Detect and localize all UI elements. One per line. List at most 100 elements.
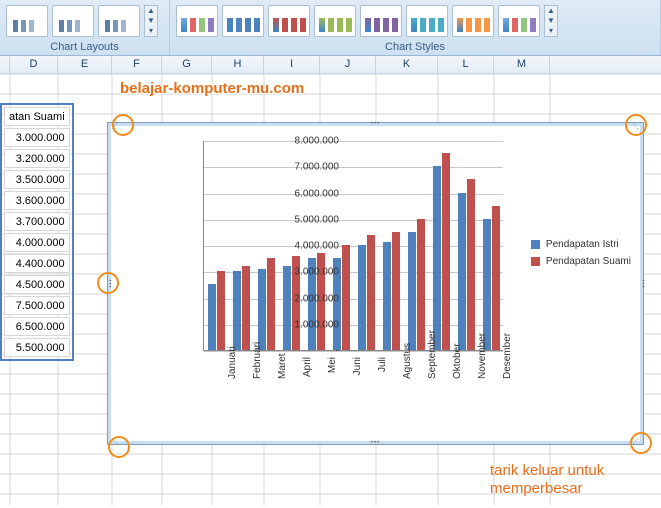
column-header[interactable]: L bbox=[438, 56, 494, 73]
bar bbox=[242, 266, 250, 350]
x-tick-label: Februari bbox=[252, 357, 263, 379]
x-tick-label: Oktober bbox=[452, 357, 463, 379]
embedded-chart[interactable]: Pendapatan Istri Pendapatan Suami ••• ••… bbox=[107, 122, 644, 445]
data-cell[interactable]: 4.500.000 bbox=[4, 275, 70, 294]
legend-item: Pendapatan Suami bbox=[531, 256, 631, 267]
data-cell[interactable]: 5.500.000 bbox=[4, 338, 70, 357]
bar bbox=[358, 245, 366, 350]
column-header[interactable]: K bbox=[376, 56, 438, 73]
y-tick-label: 7.000.000 bbox=[269, 162, 339, 173]
column-header[interactable]: J bbox=[320, 56, 376, 73]
bar bbox=[433, 166, 441, 350]
bar bbox=[258, 269, 266, 350]
y-tick-label: 1.000.000 bbox=[269, 319, 339, 330]
data-cell[interactable]: 3.600.000 bbox=[4, 191, 70, 210]
y-tick-label: 5.000.000 bbox=[269, 214, 339, 225]
grid-area[interactable]: belajar-komputer-mu.com atan Suami 3.000… bbox=[0, 74, 661, 505]
layout-thumb[interactable] bbox=[98, 5, 140, 37]
style-thumb[interactable] bbox=[222, 5, 264, 37]
layout-thumb[interactable] bbox=[6, 5, 48, 37]
column-header[interactable]: M bbox=[494, 56, 550, 73]
data-cell[interactable]: 3.000.000 bbox=[4, 128, 70, 147]
column-header[interactable]: I bbox=[264, 56, 320, 73]
x-tick-label: Desember bbox=[502, 357, 513, 379]
style-thumb[interactable] bbox=[268, 5, 310, 37]
style-thumb[interactable] bbox=[406, 5, 448, 37]
ribbon-label-styles: Chart Styles bbox=[176, 39, 654, 54]
data-cell[interactable]: 3.700.000 bbox=[4, 212, 70, 231]
style-thumb[interactable] bbox=[314, 5, 356, 37]
bar bbox=[217, 271, 225, 350]
ribbon: ▲▼▾ Chart Layouts ▲▼▾ Chart Styles bbox=[0, 0, 661, 56]
x-tick-label: Mei bbox=[327, 357, 338, 379]
data-cell[interactable]: 3.200.000 bbox=[4, 149, 70, 168]
styles-scroll[interactable]: ▲▼▾ bbox=[544, 5, 558, 37]
annotation-circle bbox=[630, 432, 652, 454]
annotation-text: tarik keluar untuk memperbesar bbox=[490, 462, 604, 498]
bar bbox=[408, 232, 416, 350]
resize-handle-bottom[interactable]: ••• bbox=[371, 440, 381, 446]
resize-handle-top[interactable]: ••• bbox=[371, 121, 381, 127]
ribbon-group-chart-styles: ▲▼▾ Chart Styles bbox=[170, 0, 661, 55]
chart-styles-gallery[interactable]: ▲▼▾ bbox=[176, 3, 654, 39]
y-tick-label: 4.000.000 bbox=[269, 241, 339, 252]
data-cell[interactable]: 4.000.000 bbox=[4, 233, 70, 252]
data-cell[interactable]: 7.500.000 bbox=[4, 296, 70, 315]
bar bbox=[392, 232, 400, 350]
style-thumb[interactable] bbox=[452, 5, 494, 37]
annotation-circle bbox=[108, 436, 130, 458]
bar bbox=[492, 206, 500, 350]
legend-label: Pendapatan Istri bbox=[546, 239, 619, 250]
bar bbox=[483, 219, 491, 350]
layouts-scroll[interactable]: ▲▼▾ bbox=[144, 5, 158, 37]
x-tick-label: September bbox=[427, 357, 438, 379]
column-header[interactable]: G bbox=[162, 56, 212, 73]
layout-thumb[interactable] bbox=[52, 5, 94, 37]
annotation-circle bbox=[97, 272, 119, 294]
style-thumb[interactable] bbox=[360, 5, 402, 37]
column-header[interactable] bbox=[0, 56, 10, 73]
bar bbox=[458, 193, 466, 351]
column-header[interactable]: D bbox=[10, 56, 58, 73]
resize-handle-right[interactable]: ••• bbox=[639, 279, 645, 289]
chart-layouts-gallery[interactable]: ▲▼▾ bbox=[6, 3, 163, 39]
worksheet[interactable]: DEFGHIJKLM belajar-komputer-mu.com atan … bbox=[0, 56, 661, 505]
bar bbox=[283, 266, 291, 350]
legend-item: Pendapatan Istri bbox=[531, 239, 631, 250]
header-cell[interactable]: atan Suami bbox=[4, 107, 70, 126]
y-tick-label: 8.000.000 bbox=[269, 136, 339, 147]
style-thumb[interactable] bbox=[176, 5, 218, 37]
x-tick-label: Juni bbox=[352, 357, 363, 379]
column-header[interactable]: H bbox=[212, 56, 264, 73]
selected-range[interactable]: atan Suami 3.000.000 3.200.000 3.500.000 3.… bbox=[0, 103, 74, 361]
bar bbox=[442, 153, 450, 350]
bar bbox=[342, 245, 350, 350]
annotation-circle bbox=[112, 114, 134, 136]
legend-swatch bbox=[531, 257, 540, 266]
data-cell[interactable]: 6.500.000 bbox=[4, 317, 70, 336]
x-tick-label: April bbox=[302, 357, 313, 379]
x-tick-label: Agustus bbox=[402, 357, 413, 379]
bar bbox=[417, 219, 425, 350]
y-tick-label: 3.000.000 bbox=[269, 267, 339, 278]
data-cell[interactable]: 4.400.000 bbox=[4, 254, 70, 273]
x-tick-label: Januari bbox=[227, 357, 238, 379]
chart-legend: Pendapatan Istri Pendapatan Suami bbox=[531, 233, 631, 273]
bar bbox=[233, 271, 241, 350]
ribbon-label-layouts: Chart Layouts bbox=[6, 39, 163, 54]
annotation-circle bbox=[625, 114, 647, 136]
ribbon-group-chart-layouts: ▲▼▾ Chart Layouts bbox=[0, 0, 170, 55]
bar bbox=[367, 235, 375, 351]
column-header[interactable]: E bbox=[58, 56, 112, 73]
column-header[interactable]: F bbox=[112, 56, 162, 73]
annotation-line: tarik keluar untuk bbox=[490, 462, 604, 479]
bar bbox=[208, 284, 216, 350]
x-tick-label: Juli bbox=[377, 357, 388, 379]
y-tick-label: 6.000.000 bbox=[269, 188, 339, 199]
bar bbox=[467, 179, 475, 350]
style-thumb[interactable] bbox=[498, 5, 540, 37]
x-tick-label: November bbox=[477, 357, 488, 379]
y-tick-label: 2.000.000 bbox=[269, 293, 339, 304]
chart-plot-area bbox=[203, 141, 503, 351]
data-cell[interactable]: 3.500.000 bbox=[4, 170, 70, 189]
